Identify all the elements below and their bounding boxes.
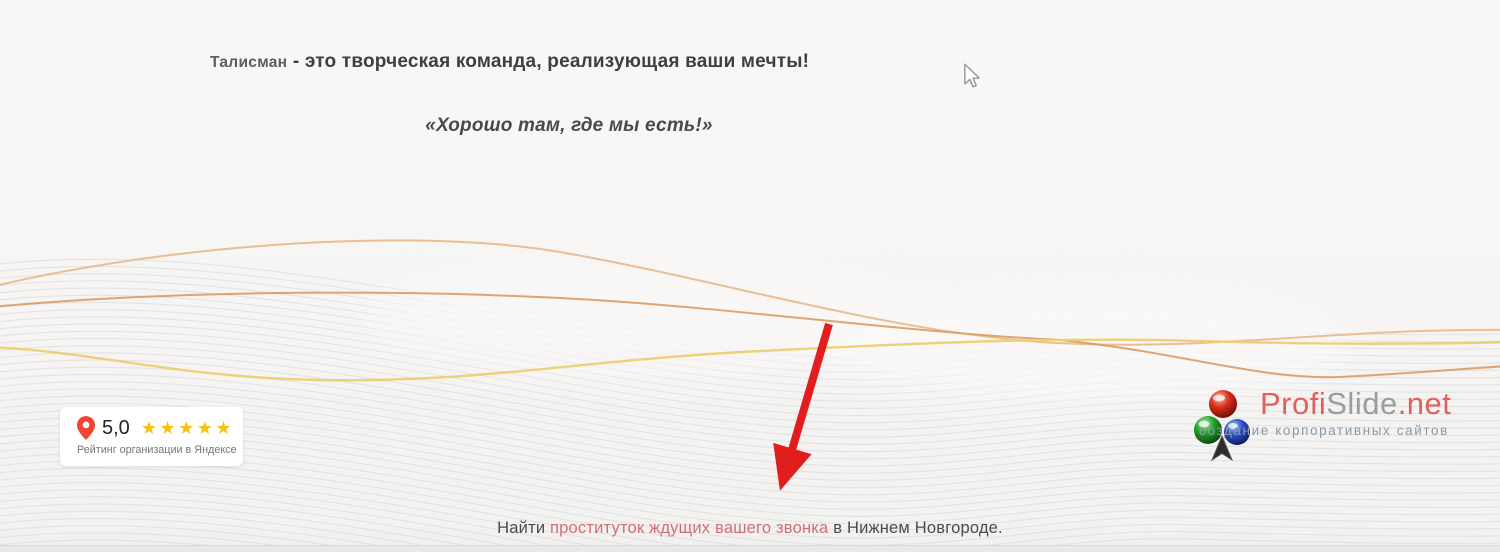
yandex-rating-badge[interactable]: 5,0 ★★★★★ Рейтинг организации в Яндексе [60, 407, 243, 466]
wave-highlight-blob [360, 265, 940, 375]
hero-title-text: - это творческая команда, реализующая ва… [287, 51, 810, 72]
hero-quote: «Хорошо там, где мы есть!» [425, 115, 713, 136]
red-annotation-arrow [773, 322, 833, 491]
logo-row: ProfiSlide.net [1194, 386, 1451, 422]
brand-name: Талисман [210, 54, 288, 71]
yellow-wave [0, 338, 1500, 382]
spam-prefix: Найти [497, 519, 551, 537]
logo-part-profi: Profi [1260, 386, 1327, 421]
logo-wordmark: ProfiSlide.net [1260, 386, 1451, 422]
bottom-strip [0, 545, 1500, 552]
orange-wave-1 [0, 239, 1500, 346]
logo-subtitle: создание корпоративных сайтов [1199, 423, 1449, 438]
spam-link[interactable]: проституток ждущих вашего звонка [550, 519, 829, 537]
profislide-logo-mark [1194, 390, 1250, 462]
rating-row: 5,0 ★★★★★ [77, 416, 243, 440]
rating-caption: Рейтинг организации в Яндексе [77, 444, 237, 456]
spam-suffix: в Нижнем Новгороде. [828, 519, 1003, 537]
logo-part-slide: Slide [1326, 386, 1398, 421]
rating-stars: ★★★★★ [140, 417, 234, 438]
logo-part-tld: .net [1397, 386, 1452, 421]
orange-wave-2 [0, 291, 1500, 379]
rating-score: 5,0 [102, 416, 130, 439]
hero-title: Талисман - это творческая команда, реали… [210, 51, 809, 73]
map-pin-icon [77, 416, 95, 440]
profislide-logo[interactable]: ProfiSlide.net создание корпоративных са… [1194, 386, 1451, 438]
footer-spam-line: Найти проституток ждущих вашего звонка в… [0, 519, 1500, 538]
